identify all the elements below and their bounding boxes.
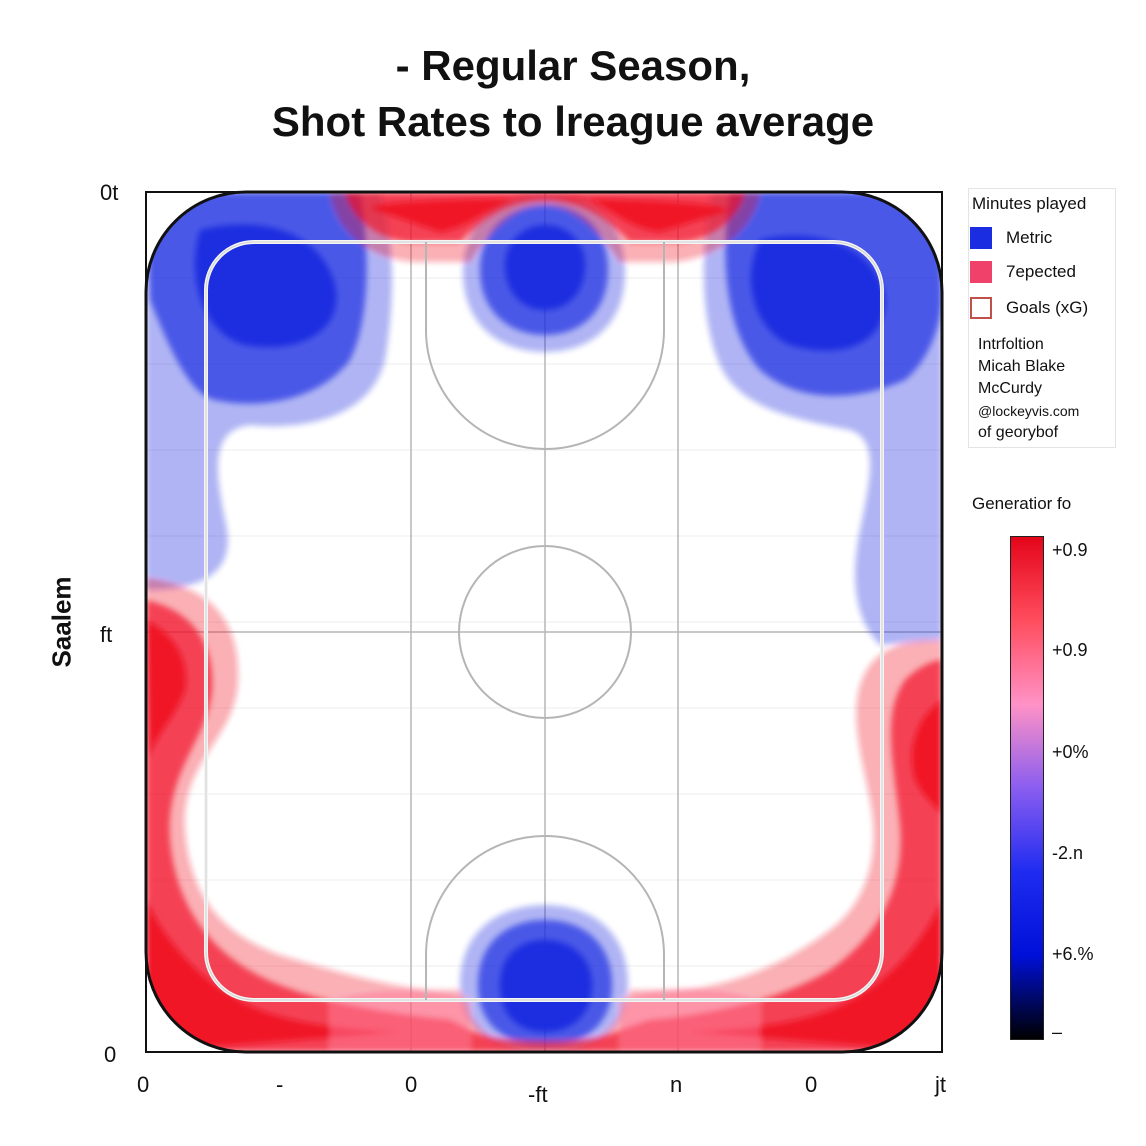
legend-label: 7epected xyxy=(1006,262,1076,281)
red-region-top-boards-layer xyxy=(370,197,730,232)
y-tick-label: ft xyxy=(100,622,113,647)
legend-label: Goals (xG) xyxy=(1006,298,1089,317)
credit-line: @lockeyvis.com xyxy=(978,403,1080,419)
y-axis-label: Saalem xyxy=(46,576,77,668)
credit-line: of georybof xyxy=(978,424,1059,441)
top-crease-arc xyxy=(425,242,665,450)
rink-markings xyxy=(204,240,884,1002)
blue-region-top-crease xyxy=(463,192,625,352)
blue-region-upper-right-layer xyxy=(751,235,885,351)
colorbar-tick-label: +0% xyxy=(1052,742,1089,762)
x-tick-label: 0 xyxy=(805,1072,818,1097)
legend-title: Minutes played xyxy=(972,194,1087,213)
center-circle xyxy=(458,545,632,719)
x-axis-label: -ft xyxy=(528,1082,548,1107)
legend-swatch-expected xyxy=(970,261,992,283)
x-tick-label: - xyxy=(276,1072,284,1097)
x-tick-label: 0 xyxy=(137,1072,150,1097)
colorbar-title: Generatior fo xyxy=(972,494,1072,513)
chart-title: - Regular Season, xyxy=(395,42,751,89)
credit-line: McCurdy xyxy=(978,380,1043,397)
red-region-bottom-left-halo xyxy=(330,989,470,1052)
blue-region-top-crease-layer xyxy=(505,225,585,310)
legend-swatch-goals xyxy=(970,297,992,319)
legend-swatch-metric xyxy=(970,227,992,249)
legend xyxy=(968,188,1116,448)
colorbar-tick-label: +6.% xyxy=(1052,944,1094,964)
colorbar-tick-label: – xyxy=(1052,1022,1063,1042)
y-tick-label: 0 xyxy=(104,1042,117,1067)
bottom-crease-arc xyxy=(425,835,665,1000)
red-region-top-boards xyxy=(330,192,760,262)
inner-boards-edge xyxy=(205,241,883,1001)
red-region-lower xyxy=(146,578,942,1052)
plot-frame xyxy=(145,191,943,1053)
blue-region-upper-left-layer xyxy=(195,224,337,348)
y-tick-label: 0t xyxy=(100,180,119,205)
red-region-lower-layer xyxy=(146,620,942,1052)
colorbar xyxy=(1010,536,1044,1040)
blue-region-bottom-crease-layer xyxy=(500,940,592,1032)
colorbar-tick-label: +0.9 xyxy=(1052,640,1088,660)
colorbar-tick-label: -2.n xyxy=(1052,843,1084,863)
x-tick-label: jt xyxy=(935,1072,946,1097)
legend-item: Metric xyxy=(970,226,1052,250)
x-tick-label: 0 xyxy=(405,1072,418,1097)
chart-subtitle: Shot Rates to lreague average xyxy=(271,98,875,145)
colorbar-tick-label: +0.9 xyxy=(1052,540,1088,560)
credit-line: Intrfoltion xyxy=(978,336,1044,353)
credit-line: Micah Blake xyxy=(978,358,1066,375)
red-region-bottom-right-halo xyxy=(620,988,760,1052)
legend-item: Goals (xG) xyxy=(970,296,1088,320)
credits: Intrfoltion Micah Blake McCurdy @lockeyv… xyxy=(978,334,1112,444)
legend-label: Metric xyxy=(1006,228,1053,247)
legend-item: 7epected xyxy=(970,260,1076,284)
blue-region-bottom-crease xyxy=(460,905,628,1052)
x-tick-label: n xyxy=(670,1072,683,1097)
